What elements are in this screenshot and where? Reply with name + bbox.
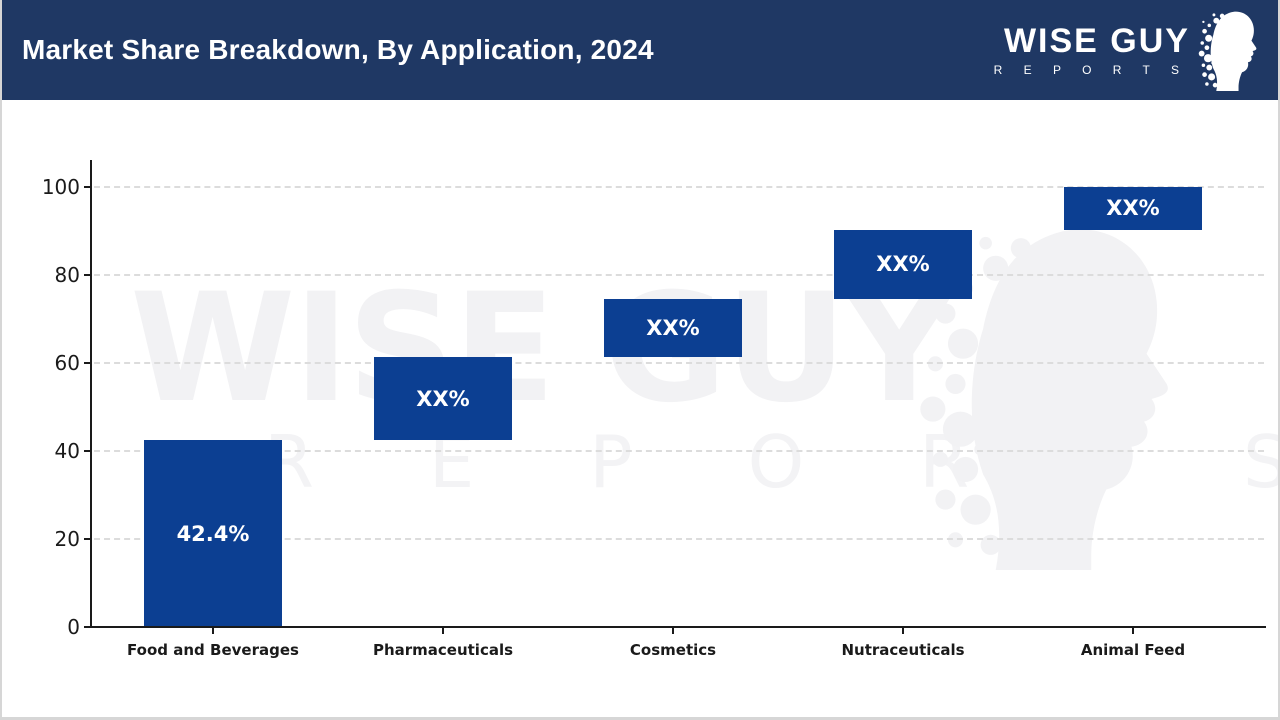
y-axis-tick-label: 20 xyxy=(54,527,80,551)
bar-food-and-beverages: 42.4% xyxy=(144,440,282,627)
bar-value-label: 42.4% xyxy=(176,521,250,546)
logo-text: WISE GUY R E P O R T S xyxy=(994,24,1190,76)
bar-animal-feed: XX% xyxy=(1064,187,1202,230)
watermark-face-icon xyxy=(920,229,1168,570)
gridline xyxy=(94,538,1264,540)
gridline xyxy=(94,450,1264,452)
x-axis-tick xyxy=(672,627,674,634)
bar-value-label: XX% xyxy=(646,315,700,340)
bar-value-label: XX% xyxy=(1106,196,1160,221)
x-axis-category-label: Cosmetics xyxy=(629,641,717,659)
y-axis-tick xyxy=(84,450,92,452)
gridline xyxy=(94,362,1264,364)
x-axis-line xyxy=(90,626,1266,628)
bar-value-label: XX% xyxy=(416,386,470,411)
y-axis-tick xyxy=(84,626,92,628)
x-axis-category-label: Animal Feed xyxy=(1080,641,1186,659)
logo-face-icon xyxy=(1198,11,1257,91)
x-axis-tick xyxy=(442,627,444,634)
y-axis-tick xyxy=(84,362,92,364)
y-axis-tick xyxy=(84,538,92,540)
x-axis-tick xyxy=(212,627,214,634)
bar-cosmetics: XX% xyxy=(604,298,742,357)
x-axis-category-label: Nutraceuticals xyxy=(841,641,965,659)
y-axis-line xyxy=(90,160,92,628)
x-axis-tick xyxy=(1132,627,1134,634)
y-axis-tick-label: 40 xyxy=(54,439,80,463)
y-axis-tick-label: 80 xyxy=(54,263,80,287)
x-axis-category-label: Pharmaceuticals xyxy=(372,641,514,659)
y-axis-tick-label: 60 xyxy=(54,351,80,375)
y-axis-tick-label: 0 xyxy=(67,615,80,639)
watermark-text-wise-guy: WISE GUY xyxy=(130,262,954,436)
x-axis-category-label: Food and Beverages xyxy=(127,641,299,659)
logo-subtitle: R E P O R T S xyxy=(993,63,1188,77)
logo-wordmark: WISE GUY xyxy=(1003,22,1190,60)
bar-pharmaceuticals: XX% xyxy=(374,356,512,441)
bar-value-label: XX% xyxy=(876,252,930,277)
y-axis-tick-label: 100 xyxy=(41,175,80,199)
y-axis-tick xyxy=(84,186,92,188)
bar-nutraceuticals: XX% xyxy=(834,229,972,299)
y-axis-tick xyxy=(84,274,92,276)
wise-guy-reports-logo: WISE GUY R E P O R T S xyxy=(994,9,1264,91)
gridline xyxy=(94,274,1264,276)
page-title: Market Share Breakdown, By Application, … xyxy=(22,34,654,65)
x-axis-tick xyxy=(902,627,904,634)
gridline xyxy=(94,186,1264,188)
header-bar: Market Share Breakdown, By Application, … xyxy=(2,0,1278,100)
